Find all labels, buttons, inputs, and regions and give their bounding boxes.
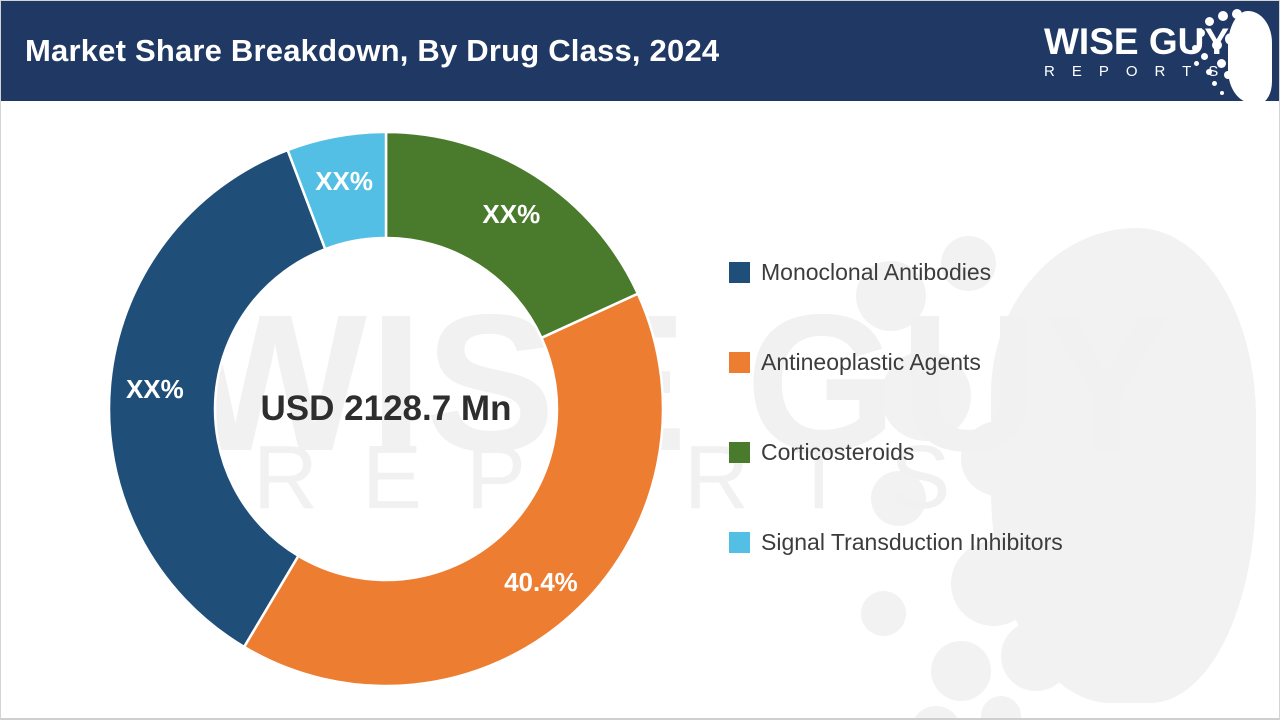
logo-dot (1246, 15, 1254, 23)
logo-dot (1217, 59, 1226, 68)
legend-swatch (729, 531, 750, 553)
logo-dot (1212, 40, 1222, 50)
legend-label: Monoclonal Antibodies (761, 258, 992, 285)
logo-dot (1244, 77, 1250, 83)
logo-dot (1206, 69, 1212, 75)
legend-item: Monoclonal Antibodies (729, 259, 1063, 285)
legend-item: Corticosteroids (729, 439, 1063, 465)
watermark-dot (1001, 621, 1071, 691)
donut-segment-antineoplastic-agents (242, 292, 665, 688)
donut-segment-value-label: 40.4% (504, 567, 578, 597)
donut-segment-value-label: XX% (126, 374, 184, 404)
legend-label: Signal Transduction Inhibitors (761, 528, 1063, 555)
watermark-dot (861, 591, 906, 636)
logo-head-icon (1192, 9, 1272, 105)
legend-item: Antineoplastic Agents (729, 349, 1063, 375)
donut-segment-corticosteroids (384, 130, 640, 340)
header-bar: Market Share Breakdown, By Drug Class, 2… (1, 1, 1279, 101)
logo-dot (1201, 53, 1208, 60)
legend-swatch (729, 441, 750, 463)
legend: Monoclonal Antibodies Antineoplastic Age… (729, 259, 1063, 619)
logo-dot (1248, 59, 1256, 67)
legend-swatch (729, 261, 750, 283)
legend-swatch (729, 351, 750, 373)
donut-segment-monoclonal-antibodies (107, 148, 327, 649)
logo-dot (1236, 65, 1245, 74)
logo-dot (1230, 51, 1241, 62)
watermark-dot (881, 351, 971, 441)
watermark-dot (931, 641, 991, 701)
logo-dot (1232, 83, 1238, 89)
logo-dot (1192, 45, 1198, 51)
page-title: Market Share Breakdown, By Drug Class, 2… (25, 33, 720, 68)
logo-dot (1239, 27, 1250, 38)
legend-label: Corticosteroids (761, 438, 915, 465)
donut-segment-signal-transduction-inhibitors (286, 130, 388, 251)
legend-item: Signal Transduction Inhibitors (729, 529, 1063, 555)
watermark-dot (871, 471, 926, 526)
watermark-dot (856, 261, 926, 331)
logo-dot (1220, 91, 1224, 95)
watermark-dot (951, 541, 1036, 626)
watermark-dot (1011, 301, 1076, 366)
logo-dot (1224, 71, 1232, 79)
wise-guy-reports-logo: WISE GUY REPORTS (1044, 9, 1274, 103)
logo-dot (1194, 61, 1199, 66)
legend-label: Antineoplastic Agents (761, 348, 981, 375)
logo-dot (1205, 17, 1214, 26)
watermark-dot (941, 236, 996, 291)
watermark-head-graphic (821, 206, 1279, 718)
center-value-label: USD 2128.7 Mn (260, 389, 512, 428)
watermark-dot (961, 421, 1036, 496)
donut-segment-value-label: XX% (315, 166, 373, 196)
watermark-dot (911, 706, 961, 718)
donut-segment-value-label: XX% (482, 199, 540, 229)
logo-dot (1197, 29, 1205, 37)
logo-reports-text: REPORTS (1044, 63, 1236, 80)
logo-dot (1242, 45, 1252, 55)
logo-dot (1218, 11, 1228, 21)
watermark-wiseguy-text: WISE GUY (183, 274, 1175, 492)
watermark-dot (981, 696, 1021, 718)
logo-dot (1232, 9, 1242, 19)
logo-dot (1225, 33, 1237, 45)
logo-dot (1212, 81, 1217, 86)
